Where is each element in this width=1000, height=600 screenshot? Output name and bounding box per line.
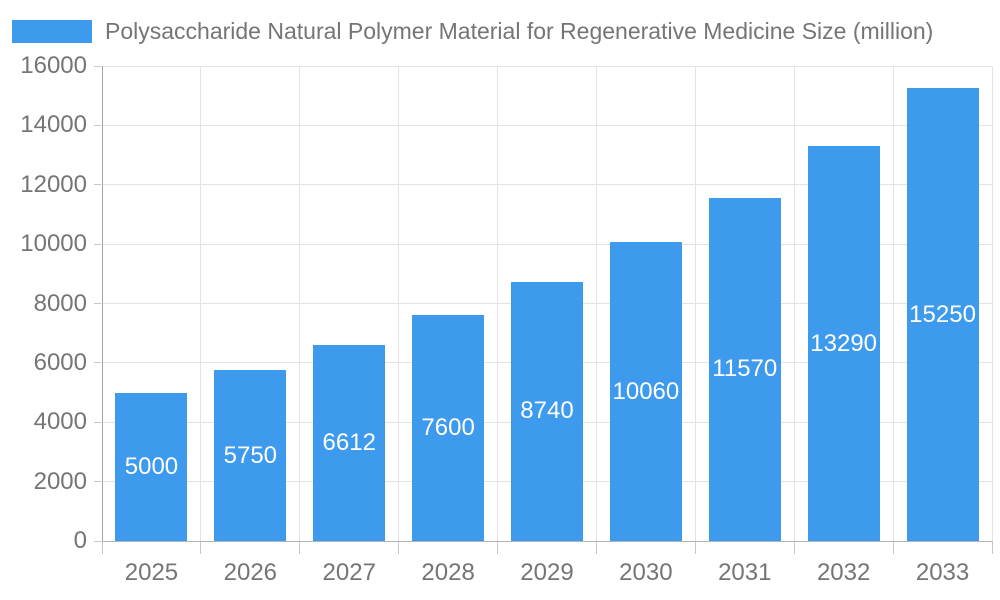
bar bbox=[511, 281, 583, 541]
x-axis-label: 2031 bbox=[718, 559, 772, 586]
x-axis-label: 2027 bbox=[322, 559, 376, 586]
y-axis-label: 8000 bbox=[33, 289, 87, 317]
y-axis-tick bbox=[94, 65, 101, 67]
bar bbox=[313, 344, 386, 541]
x-axis-tick bbox=[398, 541, 400, 554]
bar-value-label: 11570 bbox=[712, 355, 778, 383]
legend-swatch-icon bbox=[12, 20, 92, 43]
x-gridline bbox=[497, 66, 499, 541]
y-axis-label: 2000 bbox=[33, 467, 87, 495]
bar-value-label: 10060 bbox=[612, 377, 680, 405]
x-gridline bbox=[595, 66, 597, 541]
y-gridline bbox=[102, 65, 992, 67]
y-axis-tick bbox=[94, 540, 101, 542]
x-axis-label: 2033 bbox=[915, 559, 970, 586]
bar-value-label: 5000 bbox=[124, 452, 179, 480]
x-gridline bbox=[398, 66, 400, 541]
x-axis-tick bbox=[793, 541, 795, 554]
bar-value-label: 13290 bbox=[810, 329, 878, 357]
x-axis-label: 2030 bbox=[619, 559, 673, 586]
x-axis-tick bbox=[694, 541, 696, 554]
x-gridline bbox=[793, 66, 795, 541]
bar-value-label: 8740 bbox=[520, 397, 574, 425]
bar bbox=[807, 146, 880, 541]
x-axis-tick bbox=[892, 541, 894, 554]
x-axis-label: 2026 bbox=[223, 559, 278, 586]
bar bbox=[906, 88, 979, 541]
bar bbox=[115, 392, 188, 541]
x-gridline bbox=[299, 66, 301, 541]
y-axis-label: 12000 bbox=[20, 170, 87, 198]
x-gridline bbox=[892, 66, 894, 541]
x-axis-tick bbox=[299, 541, 301, 554]
x-axis-label: 2032 bbox=[816, 559, 871, 586]
y-axis-tick bbox=[94, 184, 101, 186]
y-axis-tick bbox=[94, 124, 101, 126]
bar-value-label: 15250 bbox=[909, 300, 976, 328]
x-gridline bbox=[694, 66, 696, 541]
y-axis-tick bbox=[94, 481, 101, 483]
y-gridline bbox=[102, 243, 992, 245]
legend-item[interactable]: Polysaccharide Natural Polymer Material … bbox=[12, 18, 933, 45]
x-axis-label: 2028 bbox=[421, 559, 475, 586]
y-axis-tick bbox=[94, 421, 101, 423]
x-axis-tick bbox=[200, 541, 202, 554]
x-gridline bbox=[991, 66, 993, 541]
x-gridline bbox=[200, 66, 202, 541]
x-axis-line bbox=[102, 540, 992, 542]
bar bbox=[708, 197, 781, 541]
legend-label: Polysaccharide Natural Polymer Material … bbox=[105, 18, 934, 44]
bar bbox=[609, 242, 682, 541]
y-axis-label: 14000 bbox=[20, 111, 87, 139]
bar bbox=[214, 370, 287, 541]
y-axis-label: 10000 bbox=[20, 230, 87, 258]
y-axis-tick bbox=[94, 362, 101, 364]
x-axis-tick bbox=[101, 541, 103, 554]
bar-value-label: 6612 bbox=[322, 428, 376, 456]
y-axis-label: 6000 bbox=[33, 348, 87, 376]
y-gridline bbox=[102, 124, 992, 126]
bar bbox=[412, 315, 485, 541]
x-axis-tick bbox=[991, 541, 993, 554]
y-axis-label: 4000 bbox=[33, 408, 87, 436]
x-axis-label: 2029 bbox=[520, 559, 574, 586]
y-axis-label: 0 bbox=[73, 527, 87, 554]
y-axis-tick bbox=[94, 243, 101, 245]
y-axis-line bbox=[101, 66, 103, 541]
y-axis-label: 16000 bbox=[20, 52, 87, 79]
x-axis-tick bbox=[497, 541, 499, 554]
x-axis-tick bbox=[595, 541, 597, 554]
bar-value-label: 7600 bbox=[421, 414, 475, 442]
bar-value-label: 5750 bbox=[223, 441, 278, 469]
y-axis-tick bbox=[94, 303, 101, 304]
y-gridline bbox=[102, 184, 992, 186]
x-axis-label: 2025 bbox=[124, 559, 179, 586]
